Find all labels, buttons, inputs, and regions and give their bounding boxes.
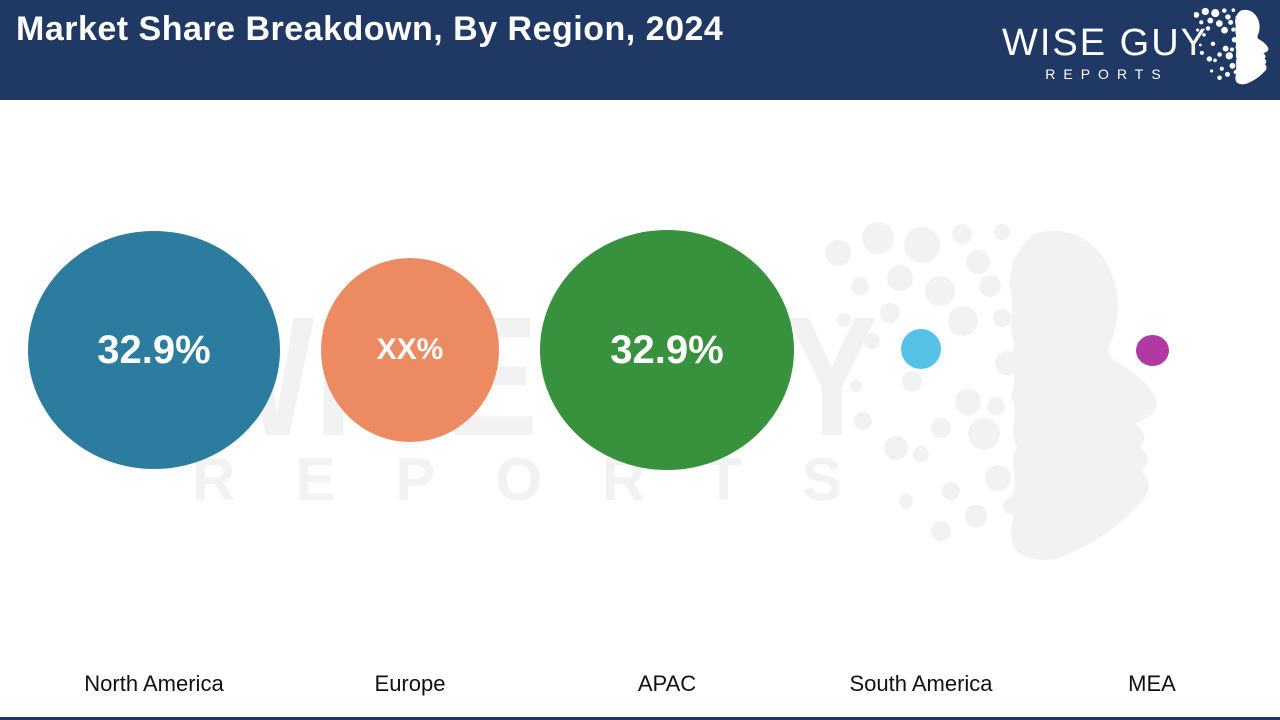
bubble-north-america: 32.9% [28, 231, 280, 469]
page-title: Market Share Breakdown, By Region, 2024 [16, 10, 724, 48]
bubble-value-label: 32.9% [97, 327, 211, 372]
bubble-europe: XX% [321, 258, 499, 442]
category-label-mea: MEA [1128, 671, 1176, 696]
category-label-apac: APAC [637, 671, 697, 696]
brand-logo-text: WISE GUY REPORTS [1002, 24, 1208, 82]
brand-name: WISE GUY [1001, 22, 1208, 64]
header: Market Share Breakdown, By Region, 2024 … [0, 0, 1280, 100]
brand-logo: WISE GUY REPORTS [1002, 6, 1270, 88]
brand-subtitle: REPORTS [1045, 66, 1169, 82]
category-label-north-america: North America [84, 671, 224, 696]
bubble-apac: 32.9% [540, 230, 794, 470]
dotted-head-profile-icon [1194, 7, 1269, 85]
bottom-accent-bar [0, 717, 1280, 720]
bubble-mea [1136, 335, 1169, 366]
category-label-europe: Europe [374, 671, 446, 696]
watermark-sub-text: REPORTS [192, 446, 842, 513]
bubble-south-america [901, 329, 941, 369]
bubble-value-label: 32.9% [610, 327, 724, 372]
category-label-south-america: South America [849, 671, 993, 696]
bubble-value-label: XX% [376, 333, 444, 366]
dotted-head-profile-icon [825, 222, 1158, 560]
